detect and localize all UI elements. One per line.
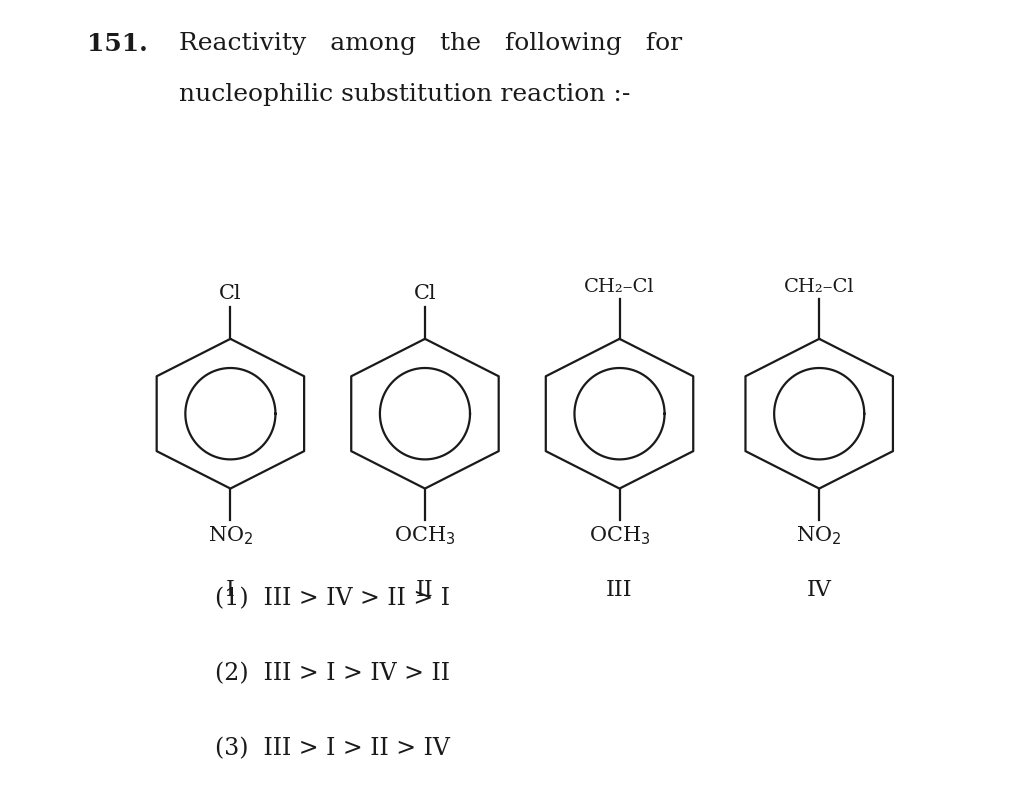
Text: OCH$_3$: OCH$_3$	[394, 524, 456, 547]
Text: CH₂–Cl: CH₂–Cl	[585, 277, 654, 296]
Text: CH₂–Cl: CH₂–Cl	[784, 277, 854, 296]
Text: (3)  III > I > II > IV: (3) III > I > II > IV	[215, 737, 450, 760]
Text: nucleophilic substitution reaction :-: nucleophilic substitution reaction :-	[179, 83, 631, 106]
Text: II: II	[416, 579, 434, 601]
Text: III: III	[606, 579, 633, 601]
Text: (2)  III > I > IV > II: (2) III > I > IV > II	[215, 662, 450, 685]
Text: (1)  III > IV > II > I: (1) III > IV > II > I	[215, 587, 450, 610]
Text: NO$_2$: NO$_2$	[797, 524, 842, 547]
Text: Cl: Cl	[219, 284, 242, 303]
Text: NO$_2$: NO$_2$	[208, 524, 253, 547]
Text: 151.: 151.	[87, 32, 147, 55]
Text: IV: IV	[807, 579, 831, 601]
Text: Cl: Cl	[414, 284, 436, 303]
Text: I: I	[226, 579, 234, 601]
Text: OCH$_3$: OCH$_3$	[589, 524, 650, 547]
Text: Reactivity   among   the   following   for: Reactivity among the following for	[179, 32, 682, 54]
